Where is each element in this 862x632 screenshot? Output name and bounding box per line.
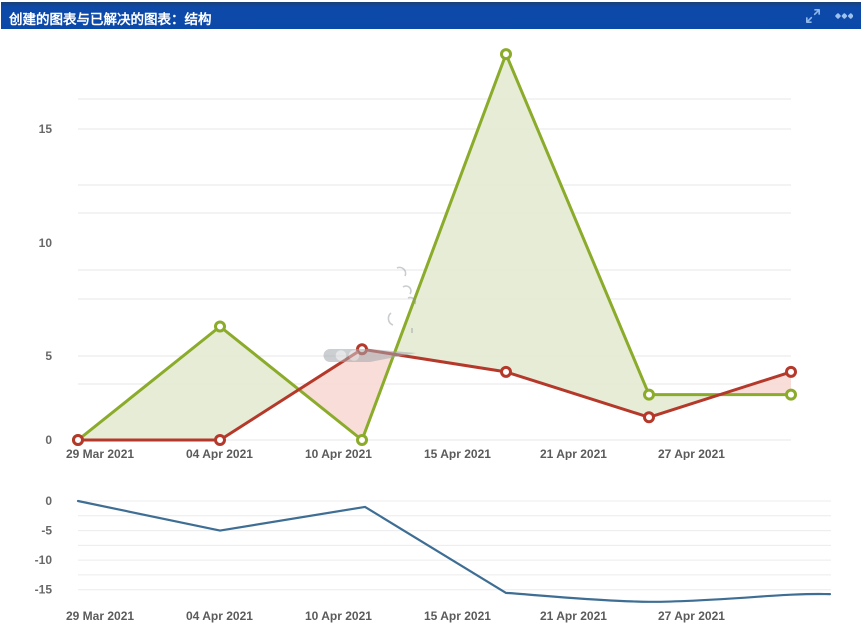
svg-text:29 Mar 2021: 29 Mar 2021 (66, 447, 134, 460)
svg-text:5: 5 (45, 349, 52, 363)
svg-text:15: 15 (39, 122, 53, 136)
svg-text:10: 10 (39, 236, 53, 250)
svg-text:29 Mar 2021: 29 Mar 2021 (66, 609, 134, 623)
svg-text:21 Apr 2021: 21 Apr 2021 (540, 609, 607, 623)
svg-text:04 Apr 2021: 04 Apr 2021 (186, 447, 253, 460)
svg-text:15 Apr 2021: 15 Apr 2021 (424, 609, 491, 623)
svg-text:-15: -15 (35, 583, 53, 597)
svg-text:10 Apr 2021: 10 Apr 2021 (305, 447, 372, 460)
svg-text:0: 0 (45, 433, 52, 447)
svg-text:15 Apr 2021: 15 Apr 2021 (424, 447, 491, 460)
svg-text:-10: -10 (35, 553, 53, 567)
svg-text:-5: -5 (41, 524, 52, 538)
svg-text:04 Apr 2021: 04 Apr 2021 (186, 609, 253, 623)
svg-text:27 Apr 2021: 27 Apr 2021 (658, 609, 725, 623)
svg-text:21 Apr 2021: 21 Apr 2021 (540, 447, 607, 460)
svg-text:27 Apr 2021: 27 Apr 2021 (658, 447, 725, 460)
svg-text:0: 0 (45, 494, 52, 508)
svg-text:10 Apr 2021: 10 Apr 2021 (305, 609, 372, 623)
